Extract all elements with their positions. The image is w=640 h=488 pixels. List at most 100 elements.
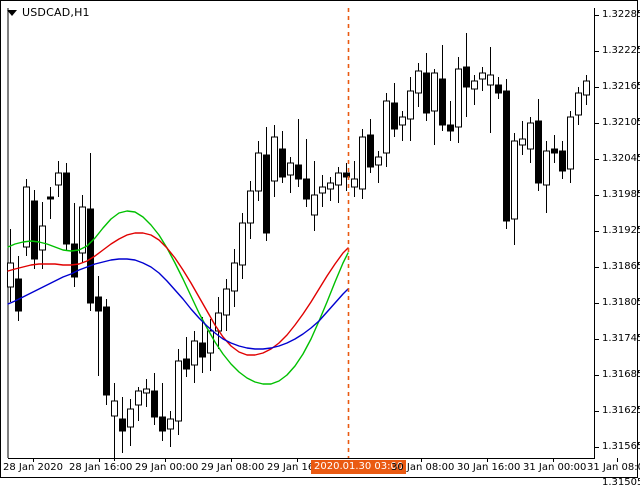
candle-body <box>471 80 478 90</box>
candle-body <box>143 388 150 394</box>
price-axis-label: 1.32105 <box>602 117 640 128</box>
candle-body <box>191 340 198 366</box>
candle-body <box>391 102 398 130</box>
candle-body <box>303 178 310 200</box>
candle-body <box>127 408 134 428</box>
time-axis-label-selected[interactable]: 2020.01.30 03:00 <box>311 460 407 474</box>
candle-body <box>559 150 566 172</box>
candle-body <box>535 120 542 184</box>
candle-body <box>567 116 574 170</box>
candle-body <box>479 72 486 80</box>
candle-body <box>343 172 350 178</box>
candle-body <box>423 72 430 114</box>
price-axis-label: 1.31745 <box>602 333 640 344</box>
candle-body <box>207 330 214 354</box>
candle-body <box>159 416 166 432</box>
candle-body <box>511 140 518 220</box>
candle-body <box>95 296 102 312</box>
candle-body <box>279 148 286 178</box>
price-axis-label: 1.31565 <box>602 441 640 452</box>
candle-body <box>351 178 358 188</box>
candle-body <box>583 80 590 96</box>
candle-body <box>47 196 54 200</box>
candlestick-series <box>7 33 590 461</box>
price-axis-label: 1.32225 <box>602 45 640 56</box>
candle-body <box>575 92 582 116</box>
price-axis-label: 1.31925 <box>602 225 640 236</box>
candle-body <box>87 208 94 304</box>
time-axis-label: 29 Jan 08:00 <box>201 462 265 473</box>
price-chart-plot[interactable] <box>1 1 639 479</box>
candle-body <box>79 206 86 254</box>
candle-body <box>431 72 438 112</box>
candle-body <box>447 124 454 132</box>
candle-body <box>503 90 510 222</box>
candle-body <box>487 74 494 86</box>
candle-body <box>327 182 334 190</box>
price-tick-marks <box>594 15 599 448</box>
moving-average-lines <box>7 210 349 385</box>
candle-body <box>335 172 342 186</box>
time-axis-label: 31 Jan 00:00 <box>523 462 587 473</box>
candle-body <box>551 148 558 154</box>
candle-body <box>7 262 14 288</box>
price-axis-label: 1.32165 <box>602 81 640 92</box>
time-axis-label: 29 Jan 00:00 <box>135 462 199 473</box>
candle-body <box>135 390 142 406</box>
candle-body <box>71 243 78 278</box>
candle-body <box>183 358 190 370</box>
candle-body <box>407 90 414 120</box>
candle-body <box>255 152 262 192</box>
candle-body <box>263 154 270 234</box>
candle-body <box>287 162 294 176</box>
chevron-down-icon[interactable] <box>7 10 17 16</box>
candle-body <box>39 225 46 251</box>
candle-body <box>231 262 238 292</box>
time-axis-label: 30 Jan 16:00 <box>457 462 521 473</box>
time-axis-label: 30 Jan 08:00 <box>391 462 455 473</box>
candle-body <box>359 136 366 190</box>
candle-body <box>111 400 118 417</box>
candle-body <box>151 390 158 418</box>
candle-body <box>455 68 462 128</box>
price-axis-label: 1.31505 <box>602 477 640 488</box>
candle-body <box>103 306 110 396</box>
candle-body <box>527 122 534 150</box>
candle-body <box>223 288 230 316</box>
candle-body <box>311 194 318 216</box>
candle-body <box>543 150 550 186</box>
candle-body <box>15 278 22 312</box>
time-axis-label: 31 Jan 08:00 <box>587 462 640 473</box>
candle-body <box>55 172 62 186</box>
candle-body <box>375 156 382 166</box>
page-title: USDCAD,H1 <box>22 6 90 19</box>
candle-body <box>295 164 302 180</box>
candle-body <box>415 70 422 94</box>
candle-body <box>519 138 526 146</box>
price-axis-label: 1.31985 <box>602 189 640 200</box>
time-axis-label: 28 Jan 16:00 <box>69 462 133 473</box>
time-axis-label: 28 Jan 2020 <box>3 462 63 473</box>
candle-body <box>463 66 470 88</box>
candle-body <box>167 418 174 430</box>
candle-body <box>271 136 278 182</box>
symbol-header[interactable]: USDCAD,H1 <box>7 6 90 19</box>
candle-body <box>399 116 406 126</box>
ma-line-MA-green <box>7 210 349 385</box>
price-axis-label: 1.31685 <box>602 369 640 380</box>
candle-body <box>239 222 246 266</box>
time-tick-marks <box>33 458 618 462</box>
candle-body <box>495 84 502 94</box>
candle-body <box>247 190 254 224</box>
candle-body <box>319 186 326 194</box>
ma-line-MA-blue <box>7 258 349 350</box>
candle-body <box>199 342 206 358</box>
price-axis-label: 1.32045 <box>602 153 640 164</box>
price-axis-label: 1.31625 <box>602 405 640 416</box>
price-axis-label: 1.32285 <box>602 9 640 20</box>
candle-body <box>439 78 446 126</box>
candle-body <box>367 134 374 168</box>
price-axis-label: 1.31865 <box>602 261 640 272</box>
candle-body <box>119 418 126 432</box>
candle-body <box>383 100 390 154</box>
